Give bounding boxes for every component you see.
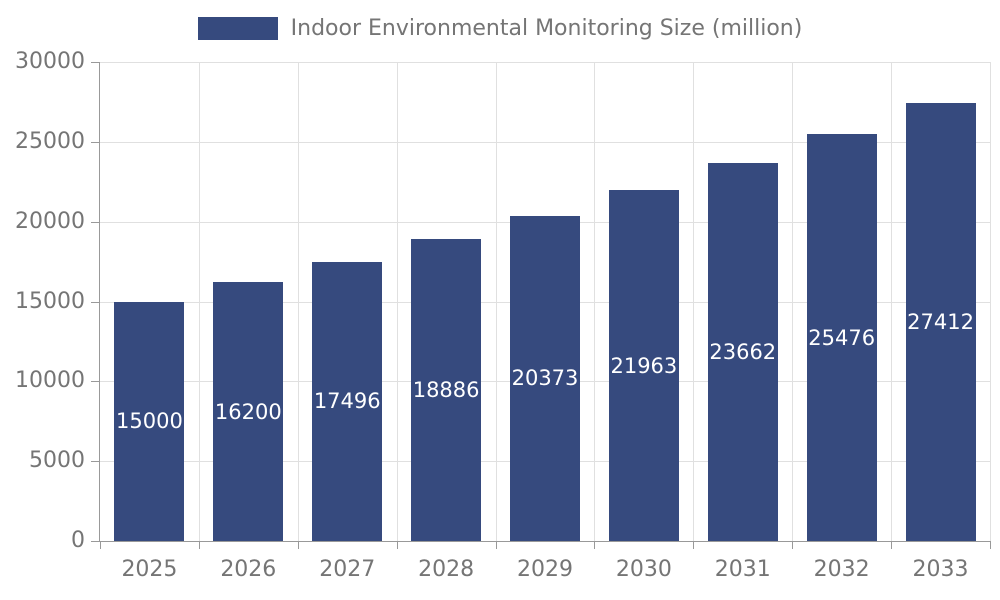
x-axis-tick [792, 541, 794, 549]
bar-value-label: 15000 [116, 409, 183, 434]
bar [213, 282, 284, 541]
x-tick-label: 2029 [516, 557, 573, 582]
bar-value-label: 17496 [313, 389, 381, 414]
v-gridline [396, 62, 398, 541]
bar-value-label: 23662 [709, 340, 777, 365]
bar [608, 190, 679, 541]
bar [114, 301, 185, 541]
x-axis-tick [594, 541, 596, 549]
bar [312, 261, 383, 541]
x-tick-label: 2031 [714, 557, 771, 582]
v-gridline [594, 62, 596, 541]
legend-label: Indoor Environmental Monitoring Size (mi… [290, 16, 803, 41]
bar [905, 103, 976, 541]
x-tick-label: 2028 [418, 557, 475, 582]
x-tick-label: 2030 [615, 557, 672, 582]
v-gridline [693, 62, 695, 541]
y-tick-label: 10000 [15, 368, 85, 394]
bar-value-label: 21963 [610, 353, 678, 378]
y-axis-tick [91, 541, 99, 542]
v-gridline [891, 62, 893, 541]
bar [510, 215, 580, 541]
bar-value-label: 27412 [907, 310, 974, 335]
bar-value-label: 18886 [412, 378, 480, 403]
y-axis-line [99, 62, 100, 542]
x-tick-label: 2025 [121, 557, 178, 582]
x-axis-tick [297, 541, 299, 549]
x-axis-tick [100, 541, 101, 549]
legend-swatch [197, 17, 278, 40]
bar [411, 239, 482, 541]
x-tick-label: 2027 [319, 557, 376, 582]
y-axis-tick [91, 461, 99, 463]
x-axis-tick [891, 541, 893, 549]
y-tick-label: 30000 [15, 49, 85, 74]
y-axis-tick [91, 141, 99, 143]
y-axis-tick [91, 221, 99, 223]
x-tick-label: 2033 [912, 557, 969, 582]
bar [707, 163, 778, 541]
h-gridline [100, 141, 990, 143]
v-gridline [990, 62, 991, 541]
x-axis-tick [693, 541, 695, 549]
v-gridline [198, 62, 200, 541]
y-tick-label: 5000 [29, 448, 85, 474]
y-axis-tick [91, 62, 99, 63]
x-axis-tick [198, 541, 200, 549]
y-tick-label: 20000 [15, 208, 85, 234]
v-gridline [495, 62, 497, 541]
bar-value-label: 25476 [808, 325, 876, 350]
bar [806, 134, 877, 541]
x-axis-tick [990, 541, 991, 549]
y-tick-label: 25000 [15, 128, 85, 154]
x-tick-label: 2026 [220, 557, 277, 582]
legend[interactable]: Indoor Environmental Monitoring Size (mi… [0, 16, 1000, 41]
h-gridline [100, 62, 990, 63]
y-tick-label: 0 [71, 528, 85, 553]
bar-value-label: 20373 [511, 366, 579, 391]
y-tick-label: 15000 [15, 288, 85, 314]
v-gridline [297, 62, 299, 541]
y-axis-tick [91, 301, 99, 303]
bar-value-label: 16200 [214, 399, 282, 424]
x-axis-tick [495, 541, 497, 549]
v-gridline [792, 62, 794, 541]
x-axis-line [91, 541, 990, 542]
x-axis-tick [396, 541, 398, 549]
x-tick-label: 2032 [813, 557, 870, 582]
y-axis-tick [91, 381, 99, 383]
